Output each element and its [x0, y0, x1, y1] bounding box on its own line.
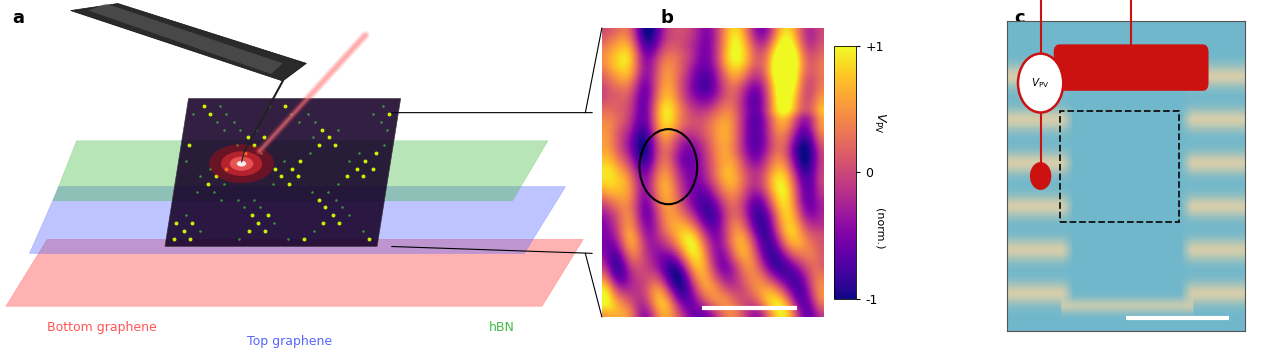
Circle shape — [209, 144, 274, 183]
Text: $V_\mathrm{PV}$: $V_\mathrm{PV}$ — [872, 112, 887, 134]
Polygon shape — [89, 4, 283, 74]
Polygon shape — [53, 141, 547, 201]
Text: b: b — [661, 9, 674, 27]
Text: a: a — [11, 9, 24, 27]
Text: c: c — [1014, 9, 1025, 27]
Circle shape — [220, 151, 262, 176]
Circle shape — [237, 161, 246, 166]
Text: Top graphene: Top graphene — [247, 335, 332, 348]
Polygon shape — [6, 239, 583, 306]
Polygon shape — [29, 187, 565, 253]
Polygon shape — [165, 99, 400, 246]
Text: (norm.): (norm.) — [874, 208, 884, 250]
Polygon shape — [71, 4, 307, 81]
Circle shape — [1030, 162, 1052, 190]
Circle shape — [1017, 54, 1063, 113]
Circle shape — [229, 157, 253, 171]
Text: hBN: hBN — [489, 321, 514, 334]
Bar — [1059, 111, 1178, 222]
FancyBboxPatch shape — [1054, 44, 1209, 91]
Text: Bottom graphene: Bottom graphene — [47, 321, 157, 334]
Text: $V_\mathrm{PV}$: $V_\mathrm{PV}$ — [1031, 76, 1050, 90]
